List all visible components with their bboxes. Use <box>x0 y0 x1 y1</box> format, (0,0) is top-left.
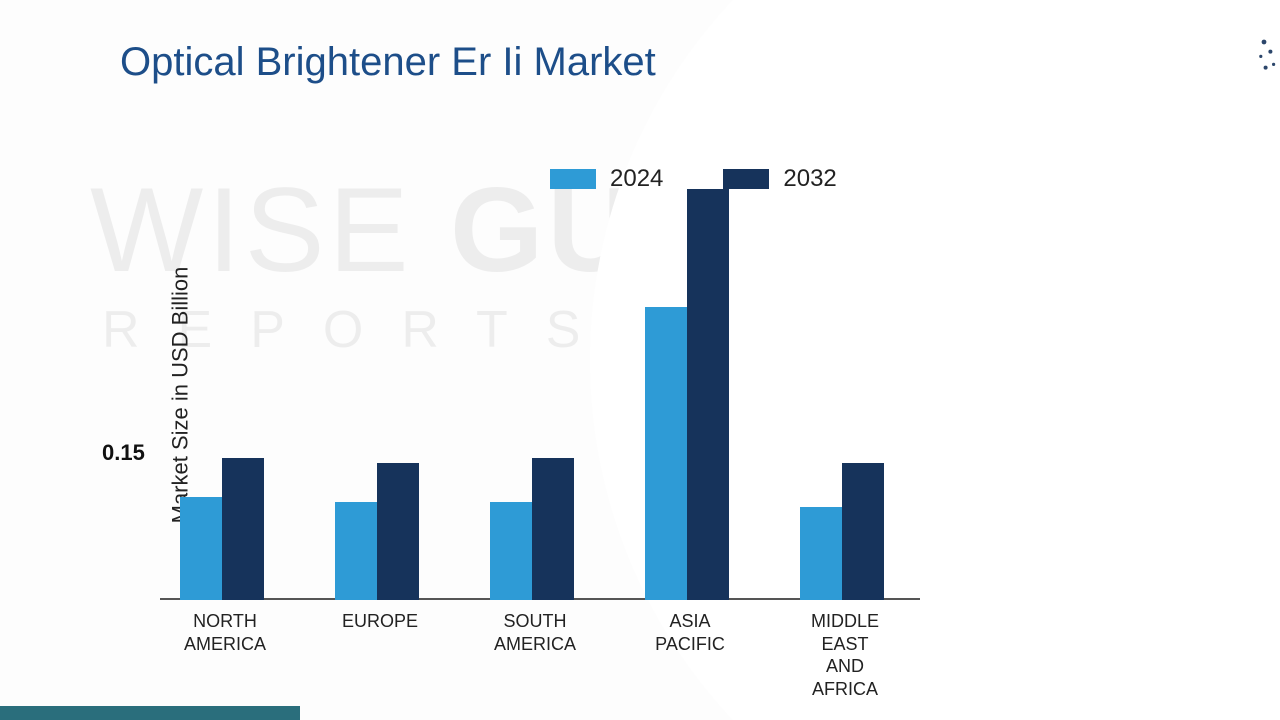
bar <box>180 497 222 600</box>
category-label: ASIAPACIFIC <box>620 610 760 655</box>
chart: Market Size in USD Billion 0.15 NORTHAME… <box>90 160 920 630</box>
bar <box>222 458 264 600</box>
logo-line1a: WISE <box>1074 26 1165 64</box>
logo-line1b: GUY <box>1175 26 1252 64</box>
bar <box>532 458 574 600</box>
plot-area: NORTHAMERICAEUROPESOUTHAMERICAASIAPACIFI… <box>160 160 920 600</box>
legend-label-2024: 2024 <box>610 165 663 193</box>
legend-label-2032: 2032 <box>783 165 836 193</box>
category-label: NORTHAMERICA <box>155 610 295 655</box>
accent-bar <box>0 706 300 720</box>
category-label: MIDDLEEASTANDAFRICA <box>775 610 915 700</box>
legend-item-2024: 2024 <box>550 165 663 193</box>
bar <box>800 507 842 600</box>
logo-line2: REPORTS <box>1074 64 1252 79</box>
y-axis-tick: 0.15 <box>102 440 145 466</box>
bar <box>842 463 884 600</box>
legend: 2024 2032 <box>550 165 837 193</box>
legend-item-2032: 2032 <box>723 165 836 193</box>
legend-swatch-2024 <box>550 169 596 189</box>
bar <box>490 502 532 600</box>
legend-swatch-2032 <box>723 169 769 189</box>
bar <box>335 502 377 600</box>
category-label: EUROPE <box>310 610 450 633</box>
bar <box>687 189 729 600</box>
stage: WISE GUY REPORTS WISE GUY REPORTS Optica… <box>0 0 1280 720</box>
chart-title: Optical Brightener Er Ii Market <box>120 40 656 85</box>
bar <box>645 307 687 600</box>
category-label: SOUTHAMERICA <box>465 610 605 655</box>
bar <box>377 463 419 600</box>
logo: WISE GUY REPORTS <box>1074 28 1252 79</box>
